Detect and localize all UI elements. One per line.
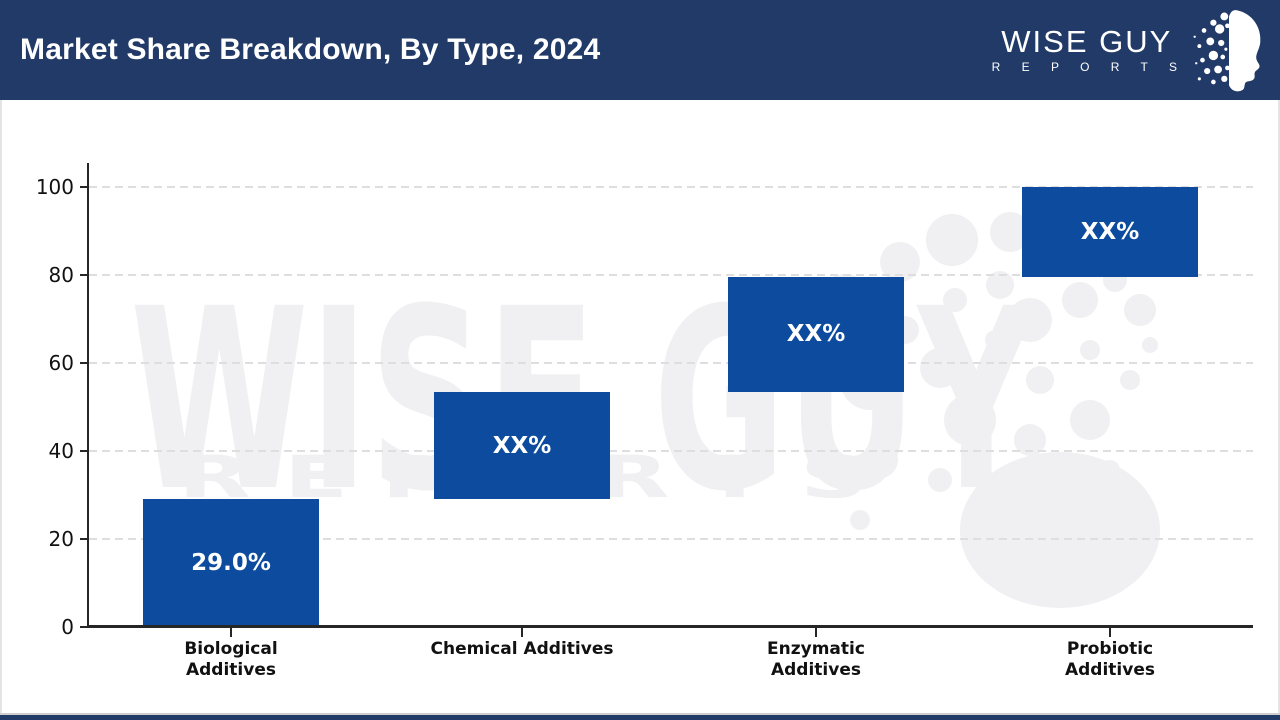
category-label-2: Enzymatic Additives xyxy=(706,639,926,681)
wiseguy-logo: WISE GUY R E P O R T S xyxy=(988,6,1280,94)
y-tick-60 xyxy=(80,362,89,364)
category-label-line: Additives xyxy=(185,660,276,680)
y-tick-label-0: 0 xyxy=(61,615,74,639)
y-tick-label-20: 20 xyxy=(48,527,74,551)
left-border xyxy=(0,100,2,714)
y-tick-label-80: 80 xyxy=(48,263,74,287)
y-tick-100 xyxy=(80,186,89,188)
x-tick-0 xyxy=(230,628,232,637)
category-label-line: Additives xyxy=(770,660,861,680)
bar-biological-additives: 29.0% xyxy=(143,499,319,627)
x-tick-1 xyxy=(521,628,523,637)
bar-enzymatic-additives: XX% xyxy=(728,276,904,393)
y-tick-20 xyxy=(80,538,89,540)
bar-chemical-additives: XX% xyxy=(434,392,610,500)
logo-text: WISE GUY R E P O R T S xyxy=(988,26,1186,74)
footer-bar xyxy=(0,715,1280,720)
category-label-1: Chemical Additives xyxy=(412,639,632,660)
gridline-80 xyxy=(89,274,1253,276)
right-border xyxy=(1278,100,1280,714)
x-axis-line xyxy=(87,625,1253,628)
category-label-line: Enzymatic xyxy=(767,639,865,659)
y-tick-label-60: 60 xyxy=(48,351,74,375)
category-label-line: Chemical Additives xyxy=(430,639,614,659)
bottom-border xyxy=(0,713,1280,715)
gridline-40 xyxy=(89,450,1253,452)
y-tick-80 xyxy=(80,274,89,276)
page-title: Market Share Breakdown, By Type, 2024 xyxy=(20,33,601,66)
category-label-3: Probiotic Additives xyxy=(1000,639,1220,681)
gridline-100 xyxy=(89,186,1253,188)
bar-value-label: XX% xyxy=(786,321,846,348)
y-tick-label-100: 100 xyxy=(35,175,74,199)
x-tick-3 xyxy=(1109,628,1111,637)
y-tick-0 xyxy=(80,626,89,628)
y-tick-label-40: 40 xyxy=(48,439,74,463)
bar-value-label: 29.0% xyxy=(191,550,271,577)
category-label-line: Additives xyxy=(1064,660,1155,680)
bar-probiotic-additives: XX% xyxy=(1022,187,1198,277)
category-label-line: Probiotic xyxy=(1066,639,1154,659)
gridline-20 xyxy=(89,538,1253,540)
logo-head-icon xyxy=(1193,10,1261,92)
bar-value-label: XX% xyxy=(1080,218,1140,245)
category-label-0: Biological Additives xyxy=(121,639,341,681)
y-axis-line xyxy=(87,163,89,627)
y-tick-40 xyxy=(80,450,89,452)
bar-value-label: XX% xyxy=(492,432,552,459)
header-bar: Market Share Breakdown, By Type, 2024 WI… xyxy=(0,0,1280,100)
gridline-60 xyxy=(89,362,1253,364)
x-tick-2 xyxy=(815,628,817,637)
logo-wordmark: WISE GUY xyxy=(1001,24,1173,60)
logo-subtitle: R E P O R T S xyxy=(991,59,1186,74)
category-label-line: Biological xyxy=(184,639,278,659)
